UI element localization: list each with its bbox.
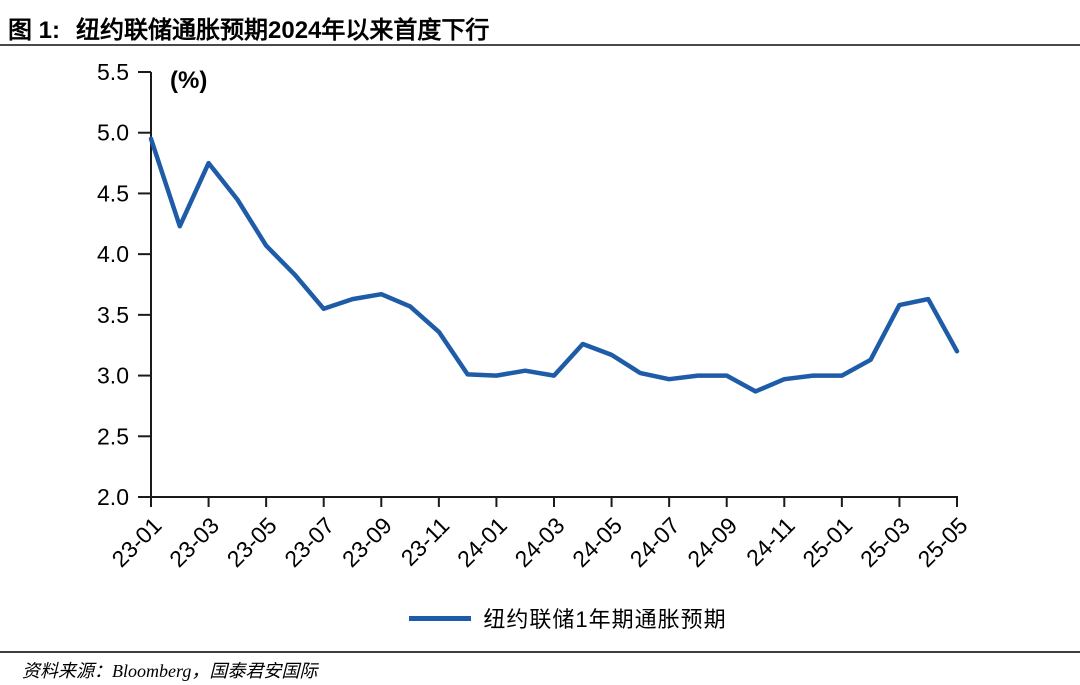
- x-tick-label: 23-05: [222, 512, 282, 572]
- x-tick-label: 25-01: [797, 512, 857, 572]
- page-title: 图 1: 纽约联储通胀预期2024年以来首度下行: [8, 10, 1072, 45]
- x-tick-label: 25-03: [855, 512, 915, 572]
- x-tick-label: 24-11: [741, 512, 800, 571]
- y-tick-label: 3.0: [97, 363, 129, 389]
- x-tick-label: 24-09: [682, 512, 742, 572]
- y-axis-unit-label: (%): [170, 67, 207, 94]
- x-tick-label: 23-01: [107, 512, 167, 572]
- figure-title-text: 纽约联储通胀预期2024年以来首度下行: [76, 17, 490, 44]
- inflation-expectation-line: [148, 136, 960, 394]
- data-source-note: 资料来源：Bloomberg，国泰君安国际: [22, 661, 318, 681]
- chart-legend: 纽约联储1年期通胀预期: [28, 602, 1080, 634]
- x-tick-label: 24-03: [510, 512, 570, 572]
- x-tick-label: 23-11: [396, 512, 455, 571]
- x-tick-label: 23-09: [337, 512, 397, 572]
- x-tick-label: 24-05: [567, 512, 627, 572]
- x-tick-label: 25-05: [913, 512, 973, 572]
- y-tick-label: 5.5: [97, 59, 129, 85]
- x-tick-label: 23-07: [279, 512, 339, 572]
- legend-series-label: 纽约联储1年期通胀预期: [483, 607, 727, 632]
- y-tick-label: 5.0: [97, 120, 129, 146]
- legend-line-sample: [409, 615, 472, 621]
- y-tick-label: 3.5: [97, 302, 129, 328]
- x-tick-label: 24-07: [625, 512, 685, 572]
- x-tick-label: 24-01: [452, 512, 512, 572]
- title-divider: [0, 44, 1080, 46]
- x-tick-label: 23-03: [164, 512, 224, 572]
- y-tick-label: 2.0: [97, 484, 129, 510]
- y-tick-label: 2.5: [97, 423, 129, 449]
- footer-divider: [0, 651, 1080, 653]
- y-tick-label: 4.0: [97, 241, 129, 267]
- figure-label: 图 1:: [8, 17, 61, 44]
- y-tick-label: 4.5: [97, 180, 129, 206]
